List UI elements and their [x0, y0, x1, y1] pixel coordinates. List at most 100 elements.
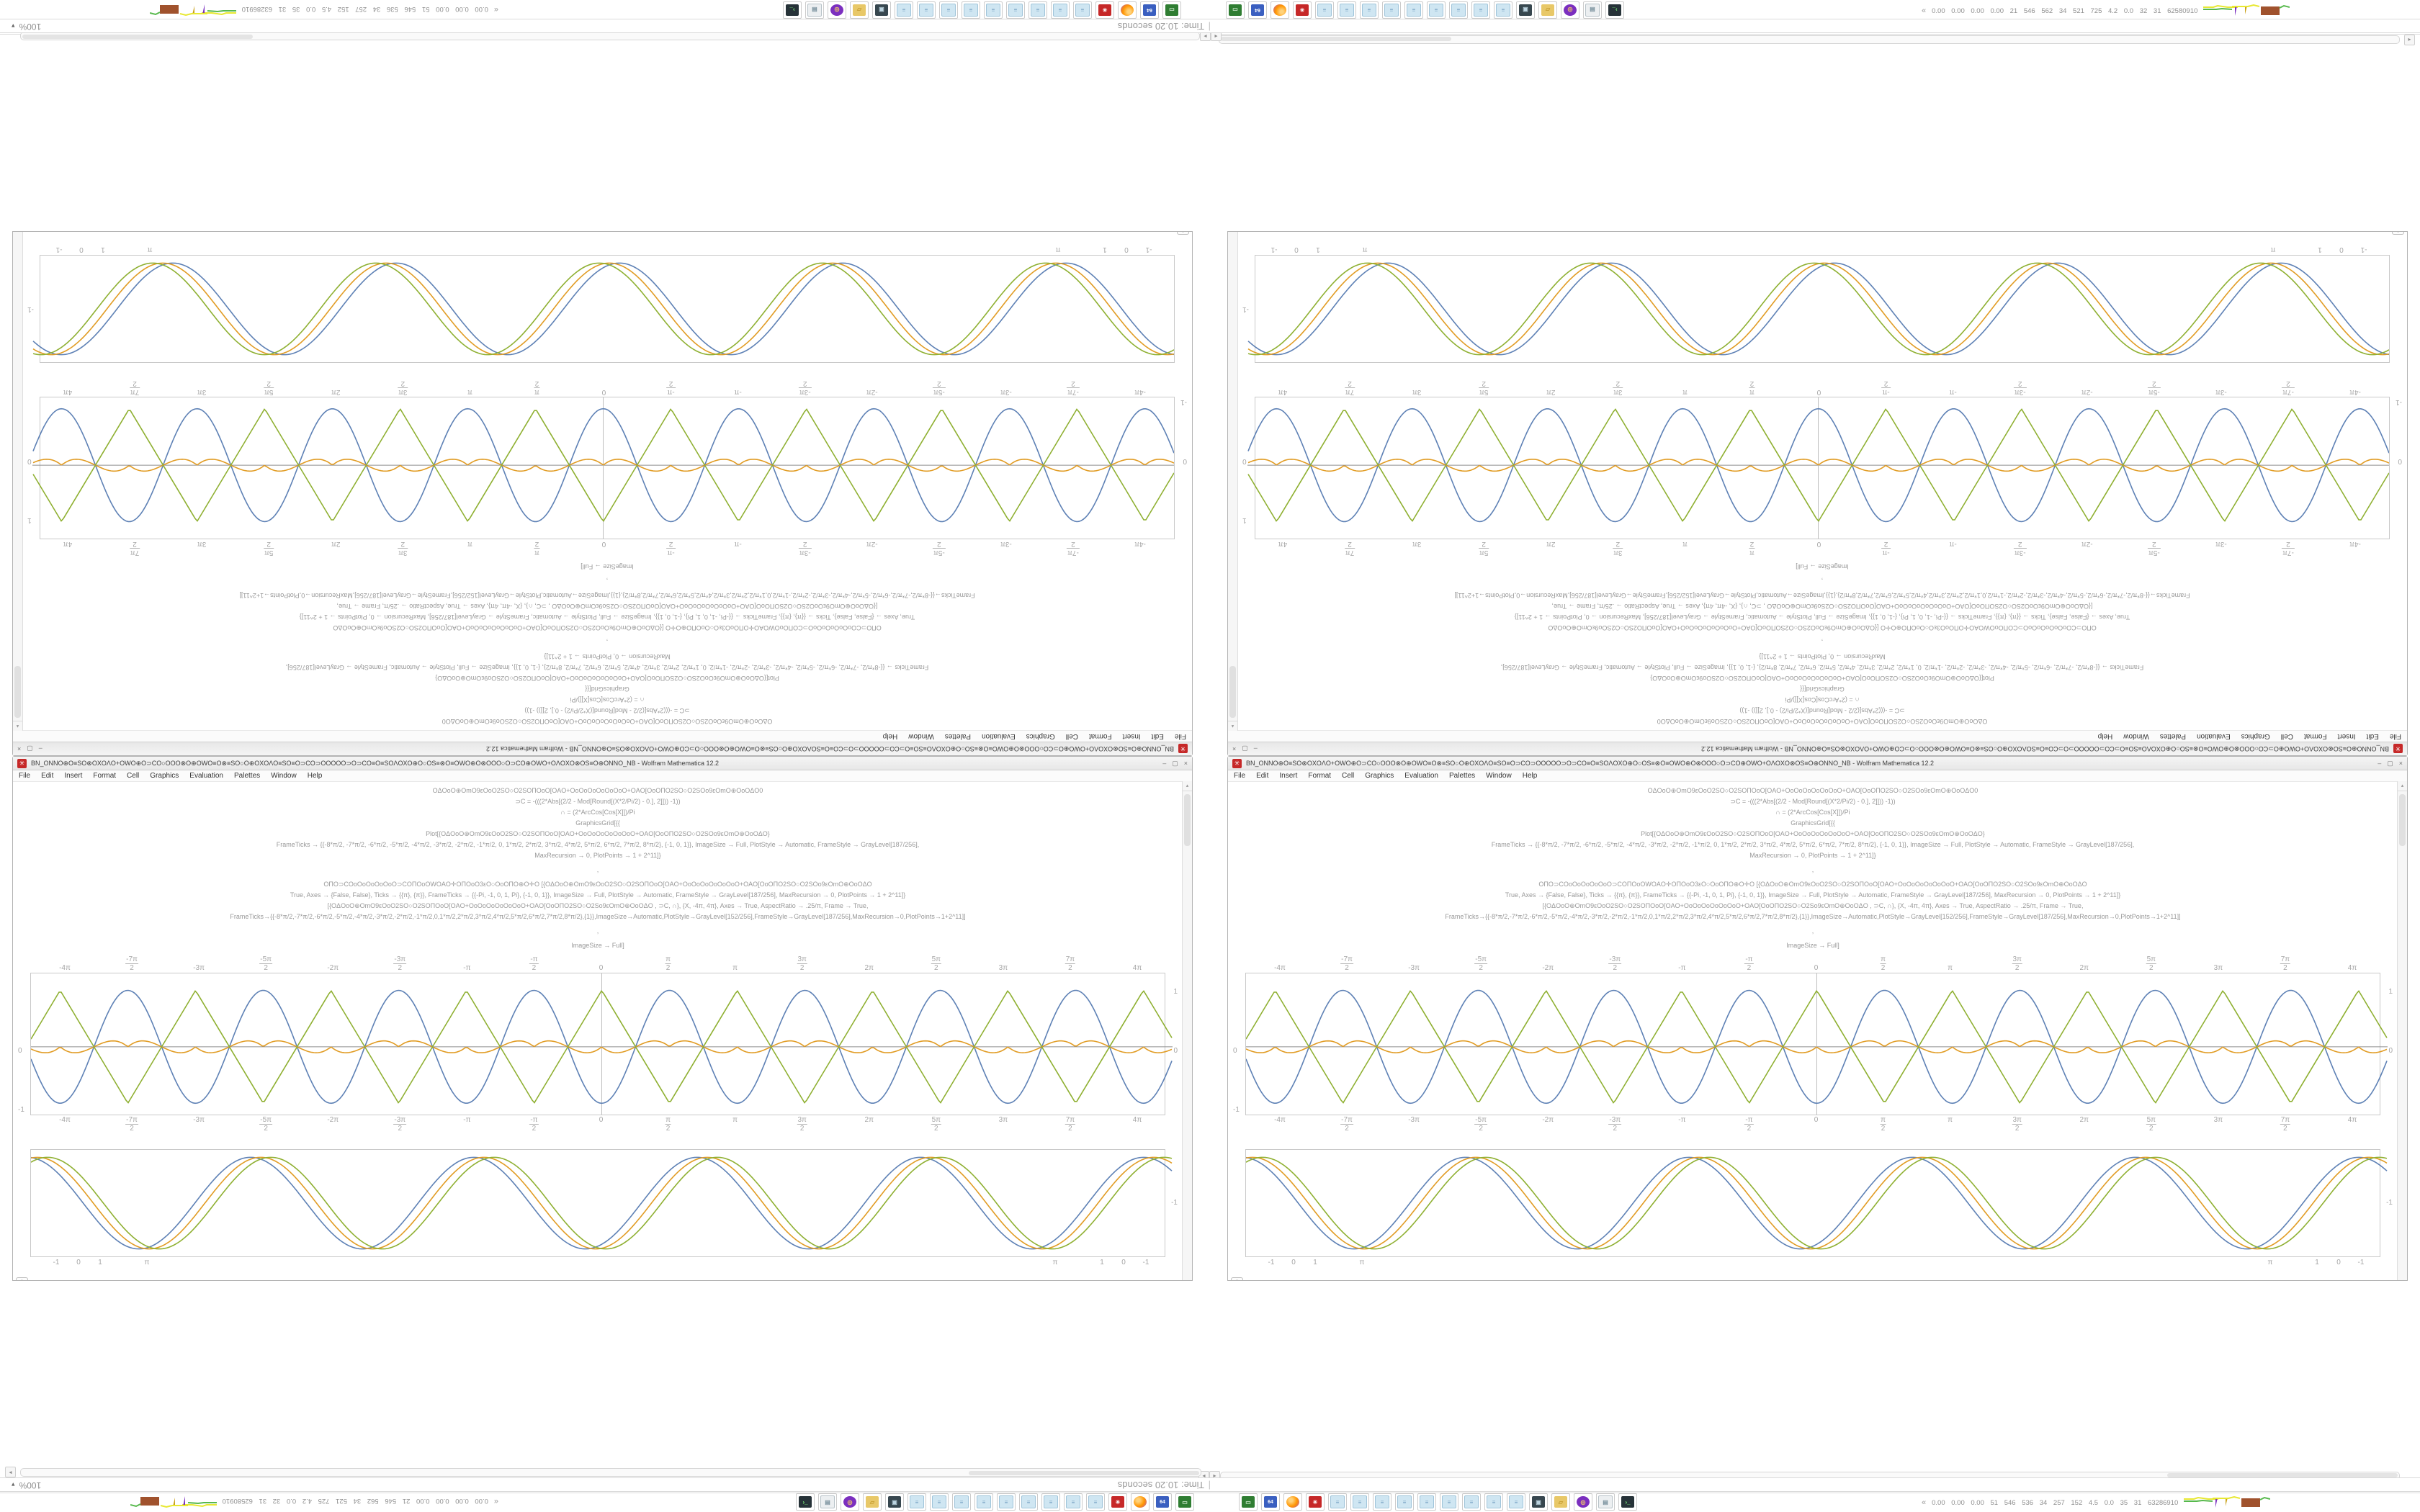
menu-item-edit[interactable]: Edit [1151, 732, 1164, 740]
notebook-icon[interactable]: ≡ [1462, 1493, 1481, 1511]
horizontal-scrollbar-top[interactable] [20, 1468, 1201, 1477]
chevron-icon[interactable]: « [1922, 6, 1927, 15]
input-cell-2[interactable]: , OΠO⊃COoOoOoOoOoO⊃COΠOoOWOAO✛OΠOoO3εO○Oo… [13, 865, 1183, 951]
floppy-icon[interactable]: 64 [1140, 1, 1159, 19]
floppy-icon[interactable]: 64 [1153, 1493, 1172, 1511]
menu-item-file[interactable]: File [19, 772, 31, 780]
screencam-icon[interactable]: ▣ [872, 1, 891, 19]
menu-item-cell[interactable]: Cell [1342, 772, 1355, 780]
notebook-icon[interactable]: ≡ [908, 1493, 926, 1511]
folder-icon[interactable]: ▱ [1551, 1493, 1570, 1511]
minimize-button[interactable]: – [1162, 760, 1167, 767]
zoom-control[interactable]: 100%▾ [12, 1480, 42, 1490]
terminal-icon[interactable]: ›_ [1618, 1493, 1637, 1511]
input-cell-1[interactable]: OΔOoO⊕OmO9εOoO2SO○O2SOΠOoO[OAO+OoOoOoOoO… [22, 651, 1192, 726]
notebook-icon[interactable]: ≡ [952, 1493, 971, 1511]
scroll-right-button[interactable]: ▸ [2404, 35, 2415, 45]
notebook-icon[interactable]: ≡ [1427, 1, 1446, 19]
mask-icon[interactable]: ◎ [828, 1, 846, 19]
cell-insert-bar[interactable]: + [1231, 1277, 2395, 1280]
floppy-green-icon[interactable]: ▭ [1239, 1493, 1258, 1511]
insert-cell-button[interactable]: + [1177, 232, 1189, 235]
menu-item-evaluation[interactable]: Evaluation [189, 772, 223, 780]
gear-icon[interactable]: ✳ [1108, 1493, 1127, 1511]
notebook-icon[interactable]: ≡ [1395, 1493, 1414, 1511]
scrollbar-thumb[interactable] [2399, 794, 2406, 846]
floppy-green-icon[interactable]: ▭ [1162, 1, 1181, 19]
mask-icon[interactable]: ◎ [1574, 1493, 1592, 1511]
insert-cell-button[interactable]: + [16, 1277, 28, 1280]
input-cell-2[interactable]: , OΠO⊃COoOoOoOoOoO⊃COΠOoOWOAO✛OΠOoO3εO○Oo… [22, 561, 1192, 647]
input-cell-1[interactable]: OΔOoO⊕OmO9εOoO2SO○O2SOΠOoO[OAO+OoOoOoOoO… [1228, 786, 2398, 861]
chevron-icon[interactable]: « [493, 1497, 498, 1506]
scrollbar-thumb[interactable] [14, 666, 21, 718]
notebook-icon[interactable]: ≡ [1315, 1, 1334, 19]
cell-insert-bar[interactable]: + [1240, 232, 2404, 235]
notebook-icon[interactable]: ≡ [1350, 1493, 1369, 1511]
minimize-button[interactable]: – [38, 745, 42, 752]
input-cell-2[interactable]: , OΠO⊃COoOoOoOoOoO⊃COΠOoOWOAO✛OΠOoO3εO○Oo… [1237, 561, 2407, 647]
close-button[interactable]: × [2398, 760, 2403, 767]
menu-item-help[interactable]: Help [307, 772, 323, 780]
notebook-icon[interactable]: ≡ [962, 1, 980, 19]
chevron-icon[interactable]: « [493, 5, 498, 14]
menu-item-file[interactable]: File [1174, 732, 1186, 740]
floppy-green-icon[interactable]: ▭ [1175, 1493, 1194, 1511]
floppy-icon[interactable]: 64 [1261, 1493, 1280, 1511]
menu-item-edit[interactable]: Edit [1256, 772, 1269, 780]
notebook-icon[interactable]: ≡ [1086, 1493, 1105, 1511]
notebook-icon[interactable]: ≡ [1328, 1493, 1347, 1511]
cell-insert-bar[interactable]: + [16, 1277, 1180, 1280]
notebook-icon[interactable]: ≡ [1382, 1, 1401, 19]
scroll-up-button[interactable]: ▴ [13, 721, 22, 731]
menu-item-graphics[interactable]: Graphics [150, 772, 179, 780]
zoom-control[interactable]: 100%▾ [12, 22, 42, 32]
window-titlebar[interactable]: ✳ BN_ONNO⊕O≡SO⊗OXOΛO+OWO⊕O⊃CO○OOO⊗O⊕OWO≡… [1228, 757, 2407, 770]
printer-icon[interactable]: ▤ [818, 1493, 837, 1511]
gear-icon[interactable]: ✳ [1095, 1, 1114, 19]
notebook-icon[interactable]: ≡ [1073, 1, 1092, 19]
horizontal-scrollbar-top[interactable] [1219, 35, 2400, 44]
menu-item-insert[interactable]: Insert [1122, 732, 1141, 740]
scroll-right-button[interactable]: ▸ [5, 1467, 16, 1477]
window-titlebar[interactable]: ✳ BN_ONNO⊕O≡SO⊗OXOΛO+OWO⊕O⊃CO○OOO⊗O⊕OWO≡… [1228, 742, 2407, 755]
terminal-icon[interactable]: ›_ [783, 1, 802, 19]
menu-item-cell[interactable]: Cell [1065, 732, 1078, 740]
menu-item-format[interactable]: Format [2303, 732, 2327, 740]
screencam-icon[interactable]: ▣ [1529, 1493, 1548, 1511]
notebook-icon[interactable]: ≡ [1006, 1, 1025, 19]
printer-icon[interactable]: ▤ [805, 1, 824, 19]
menu-item-palettes[interactable]: Palettes [944, 732, 971, 740]
firefox-icon[interactable]: ● [1131, 1493, 1150, 1511]
vertical-scrollbar[interactable]: ▴ [13, 232, 23, 731]
input-cell-2[interactable]: , OΠO⊃COoOoOoOoOoO⊃COΠOoOWOAO✛OΠOoO3εO○Oo… [1228, 865, 2398, 951]
notebook-icon[interactable]: ≡ [1019, 1493, 1038, 1511]
screencam-icon[interactable]: ▣ [1516, 1, 1535, 19]
input-cell-1[interactable]: OΔOoO⊕OmO9εOoO2SO○O2SOΠOoO[OAO+OoOoOoOoO… [1237, 651, 2407, 726]
notebook-icon[interactable]: ≡ [1494, 1, 1512, 19]
minimize-button[interactable]: – [1253, 745, 1258, 752]
vertical-scrollbar[interactable]: ▴ [1182, 781, 1192, 1280]
floppy-icon[interactable]: 64 [1248, 1, 1267, 19]
notebook-icon[interactable]: ≡ [895, 1, 913, 19]
gear-icon[interactable]: ✳ [1306, 1493, 1325, 1511]
menu-item-graphics[interactable]: Graphics [1026, 732, 1055, 740]
screencam-icon[interactable]: ▣ [885, 1493, 904, 1511]
printer-icon[interactable]: ▤ [1596, 1493, 1615, 1511]
notebook-icon[interactable]: ≡ [1471, 1, 1490, 19]
folder-icon[interactable]: ▱ [863, 1493, 882, 1511]
gear-icon[interactable]: ✳ [1293, 1, 1312, 19]
printer-icon[interactable]: ▤ [1583, 1, 1602, 19]
terminal-icon[interactable]: ›_ [796, 1493, 815, 1511]
maximize-button[interactable]: ▢ [1172, 760, 1178, 767]
maximize-button[interactable]: ▢ [2387, 760, 2393, 767]
notebook-icon[interactable]: ≡ [1064, 1493, 1083, 1511]
menu-item-palettes[interactable]: Palettes [234, 772, 261, 780]
menu-item-insert[interactable]: Insert [1279, 772, 1298, 780]
menu-item-format[interactable]: Format [93, 772, 117, 780]
menu-item-insert[interactable]: Insert [64, 772, 83, 780]
scroll-up-button[interactable]: ▴ [2398, 781, 2407, 791]
menu-item-help[interactable]: Help [2097, 732, 2113, 740]
menu-item-window[interactable]: Window [1486, 772, 1512, 780]
firefox-icon[interactable]: ● [1118, 1, 1137, 19]
